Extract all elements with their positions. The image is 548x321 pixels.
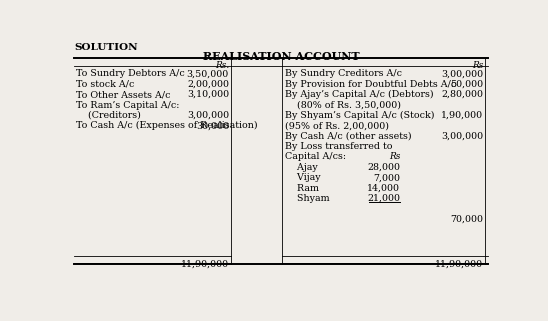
Text: To Other Assets A/c: To Other Assets A/c [76, 90, 171, 99]
Text: 28,000: 28,000 [367, 163, 400, 172]
Text: Capital A/cs:: Capital A/cs: [285, 152, 346, 161]
Text: Rs.: Rs. [215, 61, 229, 70]
Text: 3,00,000: 3,00,000 [187, 111, 229, 120]
Text: By Shyam’s Capital A/c (Stock): By Shyam’s Capital A/c (Stock) [285, 111, 434, 120]
Text: 3,00,000: 3,00,000 [441, 132, 483, 141]
Text: 30,000: 30,000 [196, 121, 229, 130]
Text: By Loss transferred to: By Loss transferred to [285, 142, 392, 151]
Text: 2,80,000: 2,80,000 [441, 90, 483, 99]
Text: (80% of Rs. 3,50,000): (80% of Rs. 3,50,000) [285, 100, 401, 109]
Text: (Creditors): (Creditors) [76, 111, 141, 120]
Text: By Cash A/c (other assets): By Cash A/c (other assets) [285, 132, 412, 141]
Text: Ram: Ram [285, 184, 319, 193]
Text: 7,000: 7,000 [373, 173, 400, 182]
Text: 3,50,000: 3,50,000 [187, 69, 229, 78]
Text: To Ram’s Capital A/c:: To Ram’s Capital A/c: [76, 100, 180, 109]
Text: 11,90,000: 11,90,000 [435, 259, 483, 268]
Text: By Provision for Doubtful Debts A/c: By Provision for Doubtful Debts A/c [285, 80, 456, 89]
Text: 14,000: 14,000 [367, 184, 400, 193]
Text: Rs: Rs [472, 61, 483, 70]
Text: To Cash A/c (Expenses of Realisation): To Cash A/c (Expenses of Realisation) [76, 121, 258, 130]
Text: Ajay: Ajay [285, 163, 317, 172]
Text: Vijay: Vijay [285, 173, 321, 182]
Text: 11,90,000: 11,90,000 [181, 259, 229, 268]
Text: (95% of Rs. 2,00,000): (95% of Rs. 2,00,000) [285, 121, 389, 130]
Text: 2,00,000: 2,00,000 [187, 80, 229, 89]
Text: 3,00,000: 3,00,000 [441, 69, 483, 78]
Text: REALISATION ACCOUNT: REALISATION ACCOUNT [203, 51, 359, 62]
Text: 70,000: 70,000 [450, 215, 483, 224]
Text: To Sundry Debtors A/c: To Sundry Debtors A/c [76, 69, 185, 78]
Text: 1,90,000: 1,90,000 [441, 111, 483, 120]
Text: By Sundry Creditors A/c: By Sundry Creditors A/c [285, 69, 402, 78]
Text: Shyam: Shyam [285, 194, 329, 203]
Text: By Ajay’s Capital A/c (Debtors): By Ajay’s Capital A/c (Debtors) [285, 90, 433, 99]
Text: SOLUTION: SOLUTION [75, 43, 138, 52]
Text: 21,000: 21,000 [367, 194, 400, 203]
Text: To stock A/c: To stock A/c [76, 80, 135, 89]
Text: 50,000: 50,000 [450, 80, 483, 89]
Text: Rs: Rs [389, 152, 400, 161]
Text: 3,10,000: 3,10,000 [187, 90, 229, 99]
